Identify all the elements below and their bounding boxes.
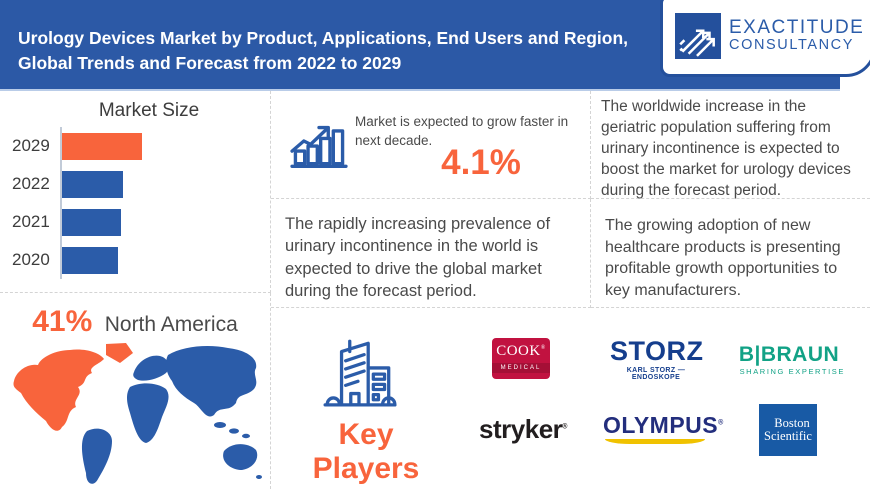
logo-name-line2: CONSULTANCY [729, 37, 855, 54]
bar-2020 [62, 246, 118, 274]
map-island [214, 422, 226, 428]
olympus-swoosh [605, 439, 705, 444]
growth-rate-section: Market is expected to grow faster in nex… [271, 91, 591, 199]
logo-bsci-line2: Scientific [764, 429, 812, 444]
logo-olympus-name: OLYMPUS® [603, 412, 724, 438]
insight-text: The worldwide increase in the geriatric … [601, 98, 851, 199]
bar-row-2029: 2029 [12, 127, 260, 165]
axis-tick-label: 2020 [12, 250, 50, 269]
insight-text: The growing adoption of new healthcare p… [605, 217, 841, 299]
logo-cook-name: COOK® [496, 343, 546, 359]
bar-row-2021: 2021 [12, 203, 260, 241]
logo-stryker-name: stryker® [479, 414, 567, 444]
bar-2029 [62, 132, 142, 160]
insight-text: The rapidly increasing prevalence of uri… [285, 215, 551, 300]
logo-text: EXACTITUDE CONSULTANCY [729, 16, 865, 54]
bar-2022 [62, 170, 123, 198]
market-size-chart-section: Market Size 2029 2022 2021 2020 [0, 91, 271, 293]
region-share-label: 41% North America [0, 305, 270, 339]
logo-cook-sub: MEDICAL [492, 363, 550, 373]
bar-2021 [62, 208, 121, 236]
insight-adoption-section: The growing adoption of new healthcare p… [591, 199, 870, 308]
bar-track [60, 165, 260, 203]
map-south-america [81, 428, 112, 484]
map-australia [223, 444, 258, 470]
page-title: Urology Devices Market by Product, Appli… [18, 28, 629, 73]
map-island [229, 428, 239, 434]
bar-row-2022: 2022 [12, 165, 260, 203]
region-share-value: 41% [32, 305, 93, 338]
building-icon [323, 339, 397, 407]
logo-stryker: stryker® [475, 414, 571, 445]
map-new-zealand [256, 475, 262, 479]
growth-rate-value: 4.1% [441, 143, 521, 182]
map-europe [133, 355, 169, 381]
map-north-america [13, 349, 105, 431]
map-greenland [106, 343, 133, 363]
bar-track [60, 241, 260, 279]
logo-name-line1: EXACTITUDE [729, 16, 865, 38]
growth-chart-icon [290, 125, 348, 168]
insight-geriatric-section: The worldwide increase in the geriatric … [591, 91, 870, 199]
insight-prevalence-section: The rapidly increasing prevalence of uri… [271, 199, 591, 308]
map-island [242, 433, 250, 439]
logo-boston-scientific: Boston Scientific [759, 404, 817, 456]
axis-tick-label: 2029 [12, 136, 50, 155]
chart-title: Market Size [98, 100, 200, 121]
axis-tick-label: 2022 [12, 174, 50, 193]
company-logo: EXACTITUDE CONSULTANCY [660, 0, 870, 77]
region-map-section: 41% North America [0, 293, 271, 489]
axis-tick-label: 2021 [12, 212, 50, 231]
bar-row-2020: 2020 [12, 241, 260, 279]
bar-track [60, 203, 260, 241]
bar-track [60, 127, 260, 165]
bar-chart: 2029 2022 2021 2020 [12, 127, 260, 279]
growth-note: Market is expected to grow faster in nex… [355, 114, 569, 148]
exactitude-arrows-icon [675, 13, 721, 59]
logo-storz-sub: KARL STORZ — ENDOSKOPE [626, 367, 686, 381]
logo-olympus: OLYMPUS® [603, 412, 724, 444]
logo-storz-name: STORZ [610, 336, 704, 366]
key-players-label: Key Players [312, 418, 420, 485]
map-africa [127, 383, 169, 443]
logo-bsci-line1: Boston [774, 416, 810, 430]
key-players-section: Key Players COOK® MEDICAL STORZ KARL STO… [271, 308, 870, 489]
region-name: North America [104, 313, 238, 336]
logo-bbraun-sub: SHARING EXPERTISE [739, 367, 845, 376]
logo-karl-storz: STORZ KARL STORZ — ENDOSKOPE [610, 336, 704, 382]
world-map [13, 343, 262, 484]
map-asia [165, 346, 257, 417]
logo-b-braun: B|BRAUN SHARING EXPERTISE [731, 344, 847, 376]
logo-bbraun-name: B|BRAUN [738, 343, 840, 366]
logo-cook-medical: COOK® MEDICAL [492, 338, 550, 379]
